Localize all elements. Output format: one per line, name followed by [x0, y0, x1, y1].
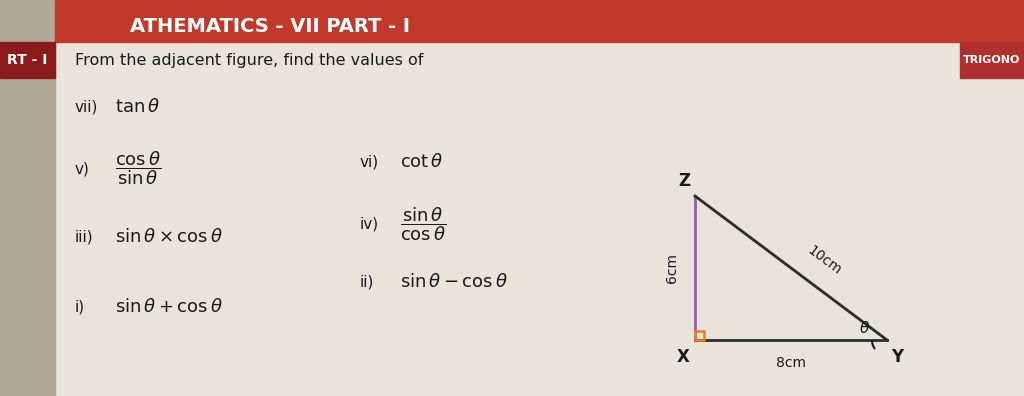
Text: TRIGONO: TRIGONO [964, 55, 1021, 65]
Text: iii): iii) [75, 230, 93, 244]
Text: $\dfrac{\cos\theta}{\sin\theta}$: $\dfrac{\cos\theta}{\sin\theta}$ [115, 150, 161, 187]
Text: 8cm: 8cm [776, 356, 806, 370]
Text: vii): vii) [75, 99, 98, 114]
Text: $\theta$: $\theta$ [859, 320, 870, 336]
Text: Z: Z [678, 172, 690, 190]
Bar [695, 331, 705, 340]
Bar [55, 0, 1024, 42]
Text: $\sin\theta-\cos\theta$: $\sin\theta-\cos\theta$ [400, 272, 508, 291]
Text: ATHEMATICS - VII PART - I: ATHEMATICS - VII PART - I [130, 17, 410, 36]
Bar [961, 42, 1024, 78]
Bar [0, 42, 55, 78]
Text: From the adjacent figure, find the values of: From the adjacent figure, find the value… [75, 53, 423, 67]
Text: ii): ii) [360, 274, 375, 289]
Text: $\tan\theta$: $\tan\theta$ [115, 98, 160, 116]
Text: RT - I: RT - I [7, 53, 47, 67]
Text: $\sin\theta\times\cos\theta$: $\sin\theta\times\cos\theta$ [115, 228, 222, 246]
Text: $\dfrac{\sin\theta}{\cos\theta}$: $\dfrac{\sin\theta}{\cos\theta}$ [400, 206, 446, 243]
Text: $\sin\theta+\cos\theta$: $\sin\theta+\cos\theta$ [115, 298, 222, 316]
Text: i): i) [75, 299, 85, 314]
Text: Y: Y [891, 348, 903, 366]
Text: X: X [677, 348, 690, 366]
Text: 6cm: 6cm [665, 253, 679, 283]
Text: vi): vi) [360, 155, 379, 170]
Bar [0, 0, 55, 396]
Text: iv): iv) [360, 217, 379, 232]
Text: v): v) [75, 161, 90, 176]
Text: $\cot\theta$: $\cot\theta$ [400, 153, 443, 171]
Text: 10cm: 10cm [805, 243, 845, 277]
